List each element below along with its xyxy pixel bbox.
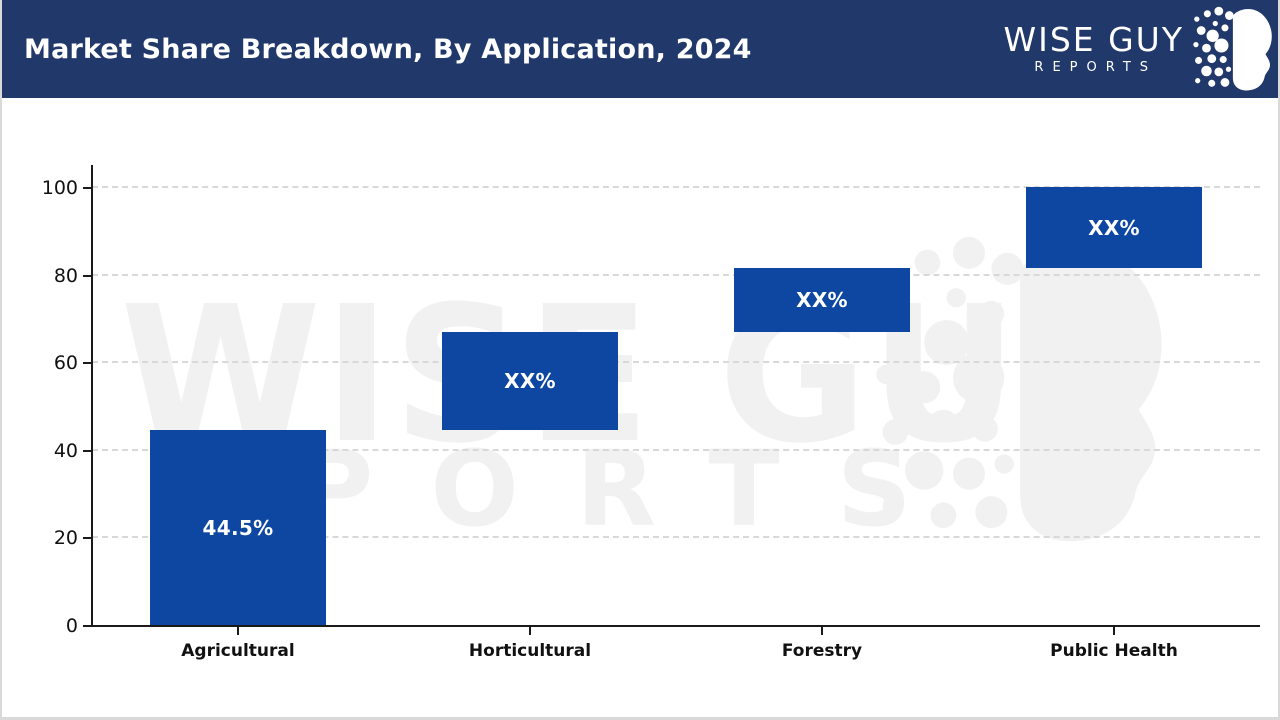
gridline-20 [92, 536, 1260, 539]
y-tick-label: 80 [53, 264, 78, 287]
brand-name: WISE GUY [1003, 20, 1184, 60]
y-tick-label: 40 [53, 439, 78, 462]
y-tick-mark [83, 449, 91, 452]
bar-value-label: XX% [504, 368, 556, 393]
x-tick-mark [237, 627, 239, 635]
gridline-100 [92, 186, 1260, 188]
y-tick-mark [83, 537, 91, 540]
bar-value-label: XX% [1088, 215, 1140, 240]
y-tick-mark [83, 274, 91, 277]
brand-logo: WISE GUY REPORTS [1003, 0, 1278, 98]
x-axis-line [91, 625, 1260, 627]
x-tick-mark [529, 627, 531, 635]
y-tick-label: 100 [41, 177, 78, 199]
page-title: Market Share Breakdown, By Application, … [24, 33, 752, 65]
x-tick-mark [1113, 627, 1115, 635]
gridline-60 [92, 361, 1260, 364]
y-tick-mark [83, 187, 91, 189]
gridline-40 [92, 448, 1260, 451]
header-banner: Market Share Breakdown, By Application, … [2, 0, 1278, 98]
dotted-head-icon [1193, 6, 1272, 91]
bar-agricultural: 44.5% [150, 430, 326, 625]
bar-value-label: XX% [796, 287, 848, 312]
y-tick-label: 0 [65, 615, 78, 637]
waterfall-chart: 0 20 40 60 80 100 44.5% XX% XX% XX% Agricultural Ho… [2, 98, 1278, 717]
y-axis-line [91, 165, 93, 627]
category-label-agricultural: Agricultural [181, 641, 295, 661]
category-label-public-health: Public Health [1050, 641, 1178, 661]
gridline-80 [92, 273, 1260, 276]
y-tick-label: 20 [53, 527, 78, 550]
y-tick-mark [83, 625, 91, 627]
brand-logo-text: WISE GUY REPORTS [1003, 23, 1184, 75]
bar-horticultural: XX% [442, 331, 618, 431]
chart-canvas: WISE GU PORTS 0 20 40 60 80 100 44.5% XX% XX% XX%… [2, 98, 1278, 717]
brand-subtitle: REPORTS [1034, 59, 1158, 75]
category-label-horticultural: Horticultural [468, 641, 592, 661]
category-label-forestry: Forestry [781, 641, 863, 661]
y-tick-label: 60 [53, 352, 78, 375]
y-tick-mark [83, 362, 91, 365]
bar-public-health: XX% [1026, 187, 1202, 269]
x-tick-mark [821, 627, 823, 635]
bar-value-label: 44.5% [202, 515, 274, 540]
bar-forestry: XX% [734, 268, 910, 332]
